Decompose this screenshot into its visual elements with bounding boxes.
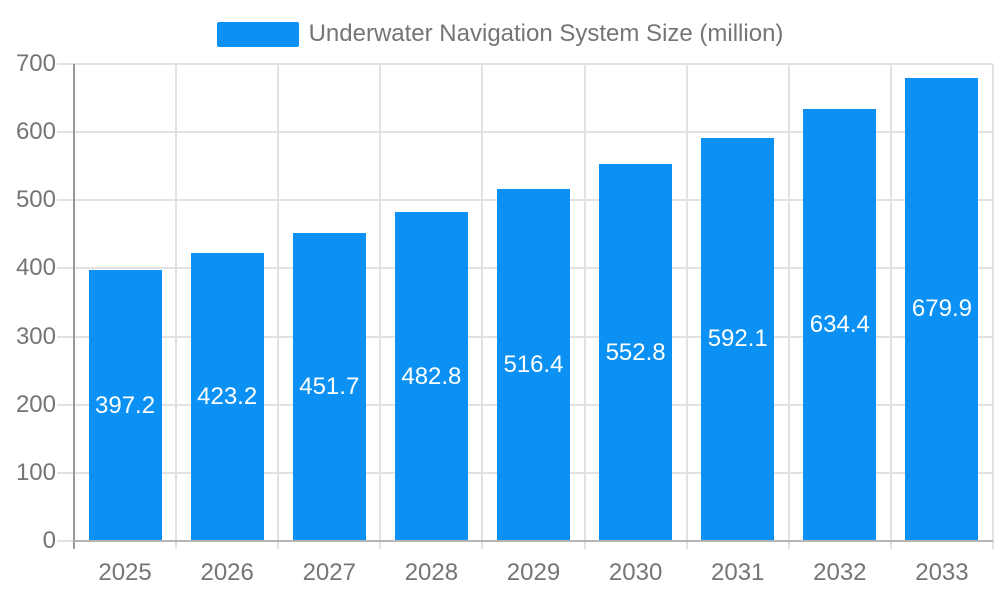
gridline-vertical — [889, 64, 892, 549]
bar[interactable] — [803, 108, 877, 541]
gridline-horizontal — [57, 63, 993, 65]
x-tick-label: 2026 — [200, 559, 254, 586]
bar[interactable] — [497, 189, 570, 541]
bar[interactable] — [701, 137, 775, 541]
gridline-vertical — [787, 64, 790, 549]
y-tick-label: 500 — [15, 186, 56, 214]
y-tick-label: 200 — [15, 390, 56, 418]
bar[interactable] — [599, 164, 673, 541]
x-tick-label: 2028 — [404, 559, 459, 586]
x-tick-label: 2033 — [915, 559, 969, 586]
y-axis-line — [73, 64, 75, 549]
gridline-vertical — [583, 64, 586, 549]
y-tick-label: 700 — [15, 50, 56, 77]
gridline-vertical — [481, 64, 484, 549]
x-tick-label: 2030 — [608, 559, 663, 586]
legend-item[interactable]: Underwater Navigation System Size (milli… — [0, 20, 1000, 48]
gridline-vertical — [379, 64, 382, 549]
gridline-vertical — [175, 64, 178, 549]
x-tick-label: 2027 — [302, 559, 356, 586]
y-tick-label: 0 — [42, 527, 56, 554]
gridline-vertical — [685, 64, 688, 549]
x-tick-label: 2025 — [98, 559, 152, 586]
legend-swatch — [216, 21, 299, 47]
legend-label: Underwater Navigation System Size (milli… — [308, 20, 784, 47]
x-tick-label: 2029 — [506, 559, 561, 586]
gridline-vertical — [277, 64, 280, 549]
bar[interactable] — [394, 212, 468, 541]
gridline-horizontal — [57, 131, 993, 134]
bar[interactable] — [905, 77, 979, 541]
x-tick-label: 2032 — [813, 559, 867, 586]
bar[interactable] — [292, 233, 366, 541]
gridline-vertical — [992, 64, 994, 549]
y-tick-label: 400 — [15, 254, 56, 282]
x-tick-label: 2031 — [711, 559, 765, 586]
y-axis-tick — [57, 540, 74, 542]
y-tick-label: 300 — [15, 322, 56, 350]
bar[interactable] — [88, 270, 162, 541]
y-tick-label: 100 — [15, 458, 56, 486]
bar[interactable] — [190, 252, 264, 541]
x-axis-line — [74, 540, 993, 542]
y-tick-label: 600 — [15, 118, 56, 146]
